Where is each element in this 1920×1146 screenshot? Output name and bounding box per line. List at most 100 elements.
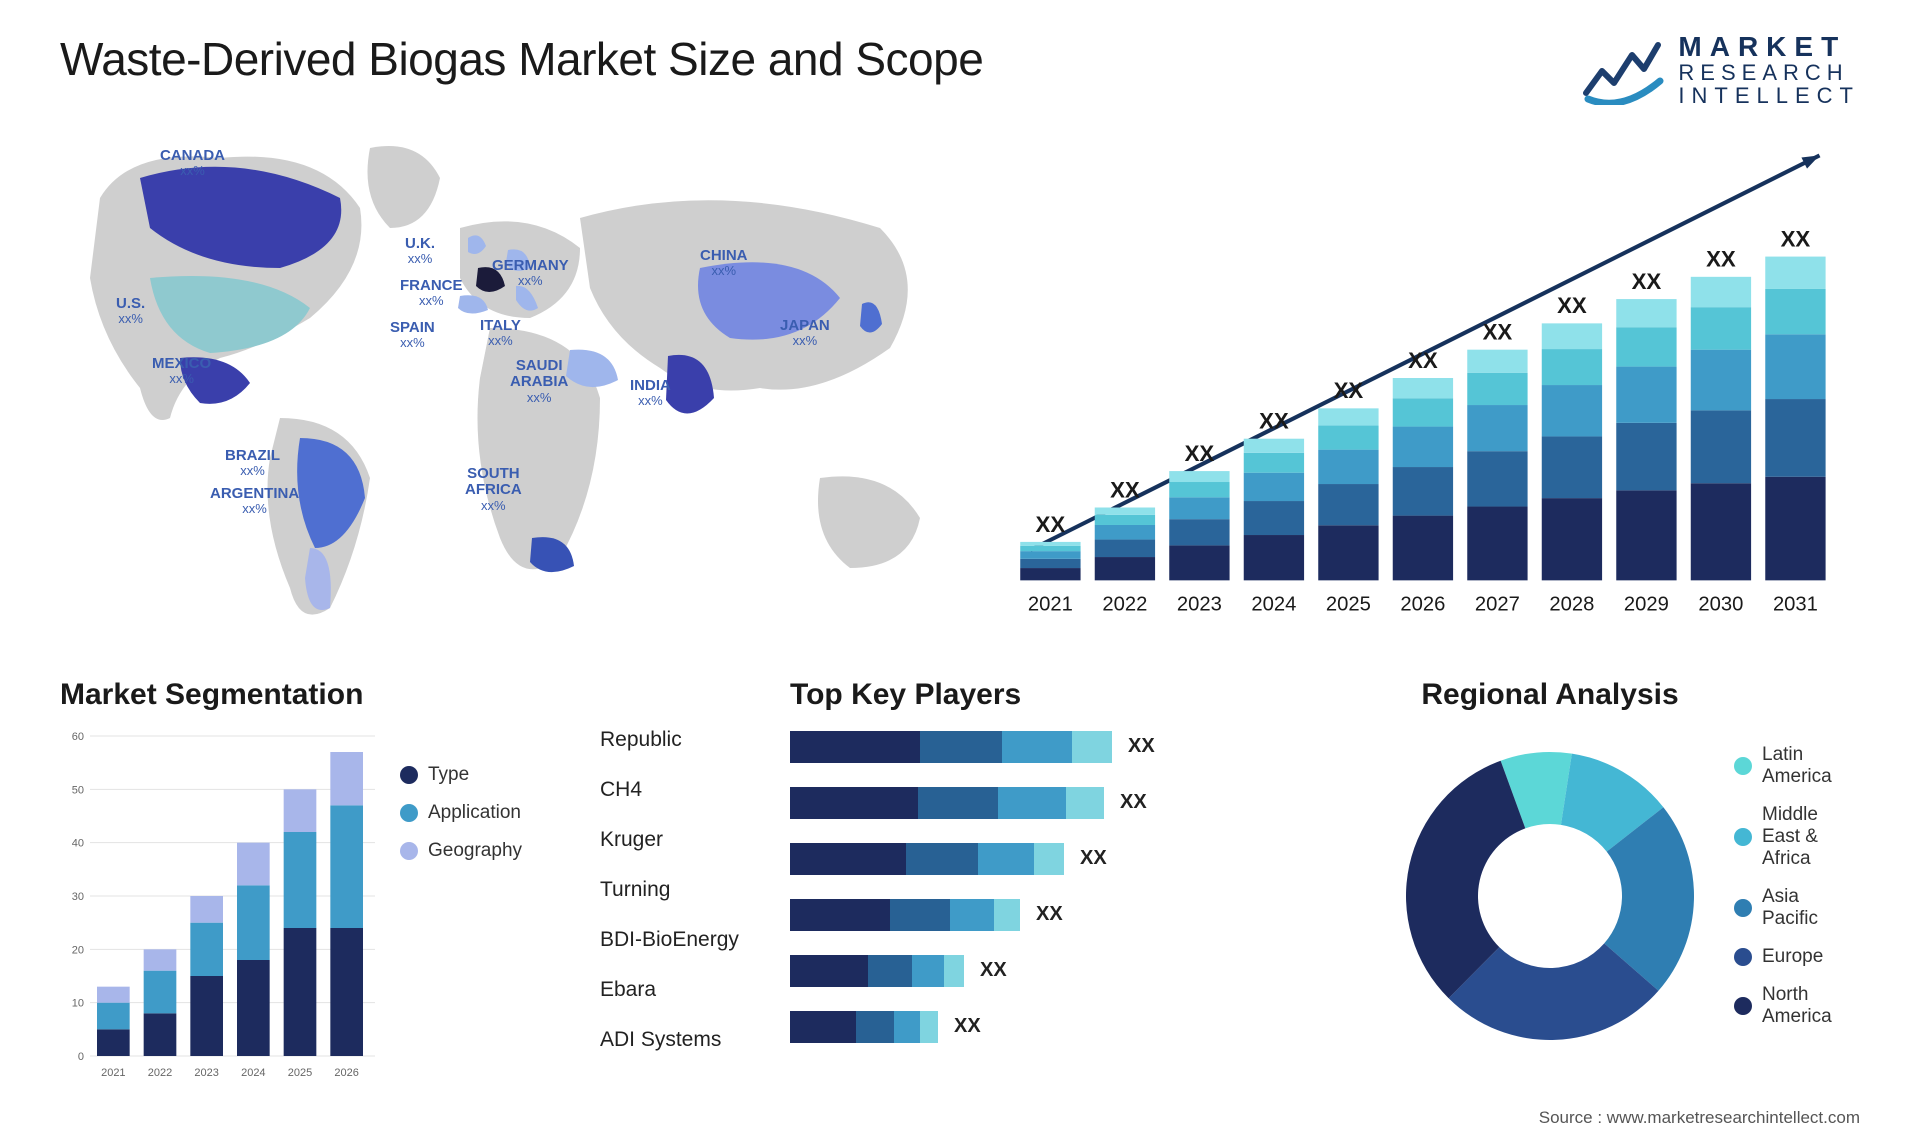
legend-label: Application: [428, 802, 521, 824]
player-bar-segment: [856, 1011, 894, 1043]
player-row: XX: [790, 1006, 1360, 1048]
map-label-brazil: BRAZILxx%: [225, 448, 280, 479]
company-name: ADI Systems: [600, 1028, 760, 1052]
header: Waste-Derived Biogas Market Size and Sco…: [60, 32, 1860, 108]
regional-panel: Regional Analysis Latin America Middle Ea…: [1390, 678, 1860, 1118]
key-players-rows: XXXXXXXXXXXX: [790, 726, 1360, 1048]
legend-label: Europe: [1762, 946, 1823, 968]
svg-text:2030: 2030: [1698, 593, 1743, 615]
map-label-south-africa: SOUTHAFRICAxx%: [465, 466, 522, 513]
svg-text:2022: 2022: [148, 1067, 172, 1079]
map-label-u-k-: U.K.xx%: [405, 236, 435, 267]
legend-label: Type: [428, 764, 469, 786]
player-value: XX: [954, 1015, 981, 1038]
player-row: XX: [790, 782, 1360, 824]
region-legend-item: Latin America: [1734, 744, 1860, 788]
growth-chart-panel: XX2021XX2022XX2023XX2024XX2025XX2026XX20…: [1000, 118, 1860, 638]
bottom-row: Market Segmentation 01020304050602021202…: [60, 678, 1860, 1118]
player-bar-segment: [906, 843, 978, 875]
svg-text:10: 10: [72, 997, 84, 1009]
legend-swatch: [1734, 997, 1752, 1015]
player-bar-segment: [1066, 787, 1104, 819]
map-label-china: CHINAxx%: [700, 248, 748, 279]
legend-swatch: [400, 766, 418, 784]
seg-legend-item: Geography: [400, 840, 580, 862]
player-bar-segment: [790, 899, 890, 931]
svg-text:50: 50: [72, 784, 84, 796]
player-bar-segment: [978, 843, 1034, 875]
svg-text:XX: XX: [1334, 378, 1364, 403]
map-label-argentina: ARGENTINAxx%: [210, 486, 299, 517]
map-label-india: INDIAxx%: [630, 378, 671, 409]
logo-line-2: RESEARCH: [1678, 61, 1860, 84]
regional-legend: Latin America Middle East &Africa Asia Pac…: [1734, 678, 1860, 1118]
player-value: XX: [1120, 791, 1147, 814]
svg-text:2031: 2031: [1773, 593, 1818, 615]
player-bar-segment: [894, 1011, 920, 1043]
svg-text:XX: XX: [1185, 441, 1215, 466]
player-bar-segment: [950, 899, 994, 931]
svg-text:XX: XX: [1110, 477, 1140, 502]
logo-icon: [1580, 35, 1664, 105]
svg-text:2027: 2027: [1475, 593, 1520, 615]
player-bar-segment: [920, 1011, 938, 1043]
player-bar-segment: [1072, 731, 1112, 763]
svg-text:XX: XX: [1557, 293, 1587, 318]
player-bar: [790, 899, 1020, 931]
map-label-mexico: MEXICOxx%: [152, 356, 211, 387]
map-label-u-s-: U.S.xx%: [116, 296, 145, 327]
player-bar-segment: [790, 731, 920, 763]
key-players-title: Top Key Players: [790, 678, 1360, 712]
player-bar: [790, 731, 1112, 763]
segmentation-chart-svg: 0102030405060202120222023202420252026: [60, 726, 380, 1086]
legend-label: Middle East &Africa: [1762, 804, 1860, 870]
svg-text:20: 20: [72, 944, 84, 956]
legend-label: North America: [1762, 984, 1860, 1028]
player-bar-segment: [1034, 843, 1064, 875]
player-row: XX: [790, 894, 1360, 936]
player-bar-segment: [790, 955, 868, 987]
player-bar-segment: [918, 787, 998, 819]
player-bar-segment: [994, 899, 1020, 931]
map-label-canada: CANADAxx%: [160, 148, 225, 179]
svg-text:60: 60: [72, 731, 84, 743]
logo-line-3: INTELLECT: [1678, 84, 1860, 107]
map-label-spain: SPAINxx%: [390, 320, 435, 351]
page-root: Waste-Derived Biogas Market Size and Sco…: [0, 0, 1920, 1146]
map-label-saudi-arabia: SAUDIARABIAxx%: [510, 358, 568, 405]
legend-swatch: [400, 842, 418, 860]
player-value: XX: [980, 959, 1007, 982]
legend-swatch: [1734, 948, 1752, 966]
seg-legend-item: Application: [400, 802, 580, 824]
page-title: Waste-Derived Biogas Market Size and Sco…: [60, 32, 983, 86]
company-name: Turning: [600, 878, 760, 902]
svg-text:2022: 2022: [1102, 593, 1147, 615]
player-bar: [790, 787, 1104, 819]
growth-chart-svg: XX2021XX2022XX2023XX2024XX2025XX2026XX20…: [1000, 118, 1860, 638]
svg-text:XX: XX: [1632, 269, 1662, 294]
regional-donut-svg: [1390, 726, 1710, 1046]
segmentation-panel: Market Segmentation 01020304050602021202…: [60, 678, 760, 1118]
logo-text: MARKET RESEARCH INTELLECT: [1678, 32, 1860, 108]
legend-swatch: [1734, 828, 1752, 846]
brand-logo: MARKET RESEARCH INTELLECT: [1580, 32, 1860, 108]
svg-text:30: 30: [72, 891, 84, 903]
player-value: XX: [1080, 847, 1107, 870]
top-row: CANADAxx% U.S.xx%MEXICOxx% BRAZILxx% ARGENT…: [60, 118, 1860, 638]
svg-text:2026: 2026: [334, 1067, 358, 1079]
svg-text:2026: 2026: [1400, 593, 1445, 615]
segmentation-chart-wrap: Market Segmentation 01020304050602021202…: [60, 678, 380, 1118]
svg-text:XX: XX: [1259, 408, 1289, 433]
company-name-list: RepublicCH4KrugerTurningBDI-BioEnergyEba…: [600, 678, 760, 1118]
region-legend-item: Asia Pacific: [1734, 886, 1860, 930]
company-name: CH4: [600, 778, 760, 802]
player-bar: [790, 955, 964, 987]
regional-title: Regional Analysis: [1390, 678, 1710, 712]
player-bar-segment: [944, 955, 964, 987]
svg-text:XX: XX: [1706, 246, 1736, 271]
player-bar-segment: [790, 787, 918, 819]
svg-text:2024: 2024: [1251, 593, 1296, 615]
svg-text:XX: XX: [1036, 511, 1066, 536]
svg-text:2023: 2023: [1177, 593, 1222, 615]
player-row: XX: [790, 950, 1360, 992]
